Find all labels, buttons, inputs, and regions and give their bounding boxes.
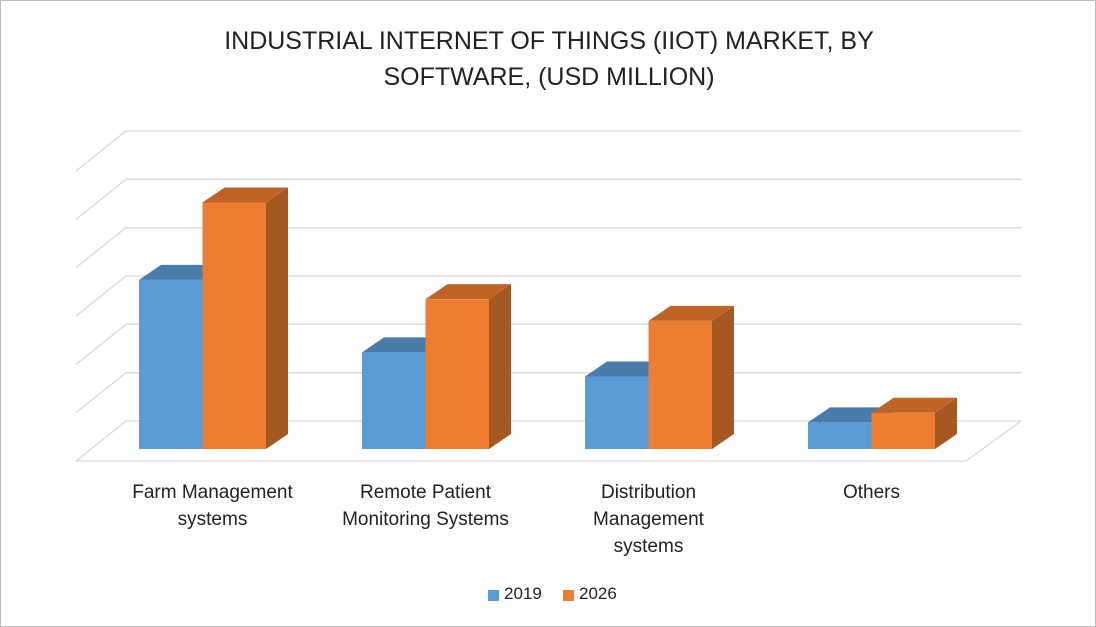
bar-side: [489, 284, 511, 449]
grid-line: [75, 275, 127, 317]
bar-top: [648, 305, 734, 321]
grid-line: [75, 420, 127, 462]
bar-top: [425, 284, 511, 300]
floor: [76, 420, 1022, 462]
x-tick-label: Distribution Management systems: [593, 482, 704, 557]
bar: [871, 412, 935, 449]
bar-top: [871, 397, 957, 413]
bar-top: [202, 187, 288, 203]
bar-side: [712, 305, 734, 449]
x-tick-label: Farm Management systems: [132, 482, 293, 530]
legend-swatch: [563, 590, 574, 601]
bar: [425, 299, 489, 449]
bar: [362, 352, 426, 449]
grid-line: [75, 372, 127, 414]
bar: [202, 202, 266, 449]
bar-side: [935, 397, 957, 449]
legend-swatch: [488, 590, 499, 601]
chart-title: INDUSTRIAL INTERNET OF THINGS (IIOT) MAR…: [224, 27, 874, 91]
x-tick-label: Others: [842, 482, 901, 503]
bar: [139, 279, 203, 449]
grid-line: [75, 130, 127, 172]
legend-label: 2026: [579, 584, 617, 603]
x-tick-label: Remote Patient Monitoring Systems: [342, 482, 509, 530]
grid-line: [75, 178, 127, 220]
grid-line: [75, 323, 127, 365]
bar: [808, 422, 872, 449]
legend-label: 2019: [504, 584, 542, 603]
bar: [585, 376, 649, 449]
bar: [648, 320, 712, 449]
bar-side: [266, 187, 288, 449]
grid-line: [75, 227, 127, 269]
